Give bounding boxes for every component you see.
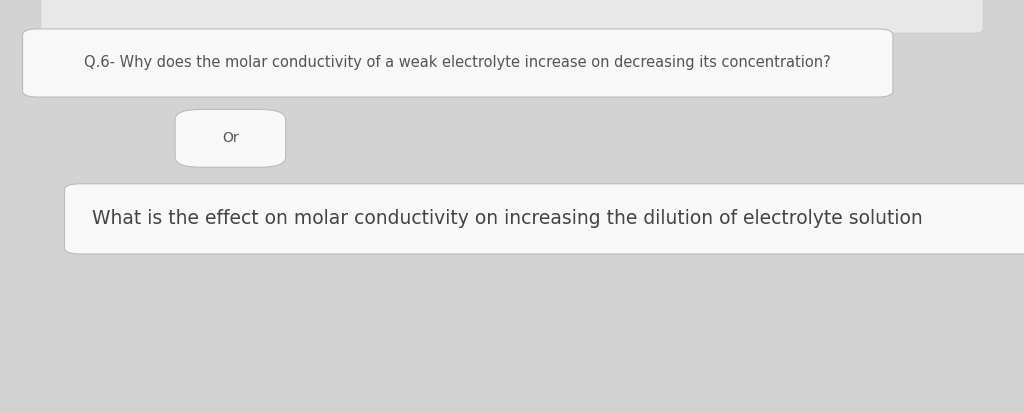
Text: Q.6- Why does the molar conductivity of a weak electrolyte increase on decreasin: Q.6- Why does the molar conductivity of …: [84, 55, 831, 71]
FancyBboxPatch shape: [65, 184, 1024, 254]
FancyBboxPatch shape: [175, 109, 286, 167]
FancyBboxPatch shape: [23, 29, 893, 97]
Text: Or: Or: [222, 131, 239, 145]
FancyBboxPatch shape: [41, 0, 983, 33]
Text: What is the effect on molar conductivity on increasing the dilution of electroly: What is the effect on molar conductivity…: [92, 209, 923, 228]
